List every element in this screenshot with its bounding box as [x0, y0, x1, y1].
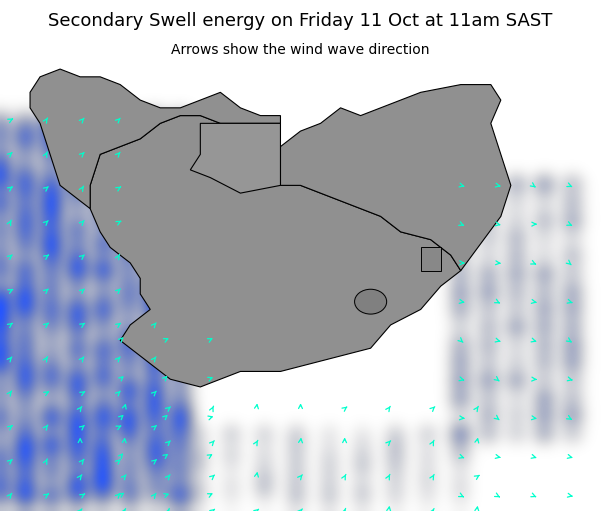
Polygon shape — [421, 247, 441, 271]
Text: Arrows show the wind wave direction: Arrows show the wind wave direction — [171, 43, 430, 57]
Polygon shape — [281, 85, 511, 271]
Polygon shape — [30, 69, 281, 208]
Polygon shape — [191, 123, 281, 193]
Text: Secondary Swell energy on Friday 11 Oct at 11am SAST: Secondary Swell energy on Friday 11 Oct … — [48, 12, 553, 31]
Circle shape — [355, 289, 386, 314]
Polygon shape — [90, 115, 461, 387]
